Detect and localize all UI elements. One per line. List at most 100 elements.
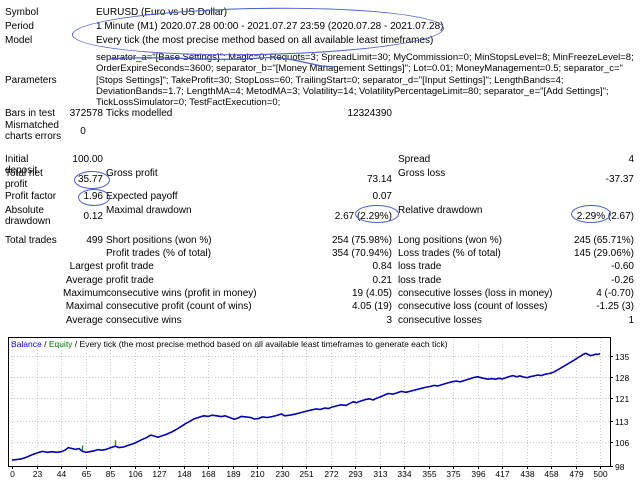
stat-label: Short positions (won %)	[106, 235, 212, 246]
stat-value: -37.37	[605, 173, 634, 185]
stat-label	[5, 275, 63, 286]
stat-label	[398, 120, 566, 142]
stat-label	[5, 315, 63, 326]
stat-label: profit trade	[106, 275, 154, 286]
chart-x-labels: 0 23 44 65 85 106 127 148 168 189 210 230 251 272 293 3…	[10, 469, 608, 479]
stat-value: Maximum	[63, 288, 107, 299]
stat-label	[106, 120, 272, 142]
svg-text:500: 500	[593, 469, 607, 479]
stat-label: Gross loss	[398, 168, 446, 179]
stat-label: consecutive losses (loss in money)	[398, 288, 553, 299]
stat-label: Ticks modelled	[106, 108, 173, 119]
stat-value: -0.26	[611, 275, 634, 286]
stat-value: -0.60	[611, 261, 634, 272]
stat-label: Relative drawdown	[398, 205, 483, 216]
svg-text:458: 458	[544, 469, 558, 479]
stat-value: 1.96	[83, 191, 103, 202]
svg-text:293: 293	[348, 469, 362, 479]
stat-row: Total net profit 35.77 Gross profit 73.14 Gr…	[0, 168, 640, 190]
stat-value: 0.84	[372, 261, 392, 272]
stat-value: Average	[65, 315, 103, 326]
stat-value: 245 (65.71%)	[573, 235, 634, 246]
svg-text:113: 113	[615, 417, 629, 427]
svg-text:168: 168	[201, 469, 215, 479]
svg-text:128: 128	[615, 373, 629, 383]
legend-balance-label: Balance	[11, 339, 42, 349]
stat-value: 2.29% (2.67)	[576, 210, 634, 222]
stat-value: 372578	[69, 108, 103, 119]
svg-text:98: 98	[615, 462, 625, 472]
chart-y-labels: 135 128 121 113 106 98	[615, 352, 629, 472]
stat-value: 0.21	[372, 275, 392, 286]
stat-value: 100.00	[72, 154, 103, 165]
parameters-scribble-annotation	[109, 57, 336, 68]
stat-row: Maximum consecutive wins (profit in money…	[0, 288, 640, 299]
stat-row: Maximal consecutive profit (count of wins…	[0, 301, 640, 312]
stat-value: Largest	[69, 261, 103, 272]
stat-value	[566, 191, 634, 202]
balance-chart: 0 23 44 65 85 106 127 148 168 189 210 230 251 272 293 3…	[8, 337, 629, 479]
stat-label: Maximal drawdown	[106, 205, 192, 216]
svg-text:479: 479	[569, 469, 583, 479]
stat-label: Gross profit	[106, 168, 158, 179]
stat-row: Largest profit trade 0.84 loss trade -0.60	[0, 261, 640, 272]
stat-value: 19 (4.05)	[351, 288, 392, 299]
svg-text:85: 85	[106, 469, 116, 479]
stat-value: 1	[628, 315, 634, 326]
svg-text:251: 251	[299, 469, 313, 479]
svg-text:272: 272	[324, 469, 338, 479]
stat-value: 0	[80, 125, 86, 137]
svg-text:65: 65	[82, 469, 92, 479]
stat-value: 4 (-0.70)	[596, 288, 634, 299]
stat-label: Bars in test	[5, 108, 56, 119]
stat-label: Expected payoff	[106, 191, 178, 202]
stat-label: Loss trades (% of total)	[398, 248, 501, 259]
stat-value: -1.25 (3)	[596, 301, 634, 312]
stat-label: consecutive profit (count of wins)	[106, 301, 252, 312]
stat-value: 35.77	[77, 173, 103, 185]
stat-value	[63, 248, 103, 259]
chart-tick-marks	[12, 356, 613, 469]
stat-value: 3	[386, 315, 392, 326]
stat-row: Average consecutive wins 3 consecutive loss…	[0, 315, 640, 326]
stat-label: Profit trades (% of total)	[106, 248, 212, 259]
chart-border	[8, 337, 611, 467]
svg-text:0: 0	[10, 469, 15, 479]
stat-value: 2.67 (2.29%)	[334, 210, 392, 222]
svg-text:210: 210	[250, 469, 264, 479]
svg-text:334: 334	[397, 469, 411, 479]
stat-row: Mismatched charts errors 0	[0, 120, 640, 142]
stat-value: 354 (70.94%)	[331, 248, 392, 259]
stat-label	[5, 261, 63, 272]
symbol-value: EURUSD (Euro vs US Dollar)	[96, 7, 228, 18]
svg-text:106: 106	[128, 469, 142, 479]
stat-label: Total trades	[5, 235, 57, 246]
stat-value: 145 (29.06%)	[573, 248, 634, 259]
stat-value: 4.05 (19)	[351, 301, 392, 312]
stat-value: 0.07	[372, 191, 392, 202]
stat-label	[398, 108, 566, 119]
model-value: Every tick (the most precise method base…	[96, 35, 434, 46]
stat-row: Absolute drawdown 0.12 Maximal drawdown 2.6…	[0, 205, 640, 227]
stat-value: 12324390	[347, 108, 393, 119]
stat-label: Total net profit	[5, 168, 43, 190]
stat-row: Average profit trade 0.21 loss trade -0.26	[0, 275, 640, 286]
svg-text:189: 189	[226, 469, 240, 479]
stat-label: consecutive wins	[106, 315, 182, 326]
stat-label: Profit factor	[5, 191, 57, 202]
stat-value	[566, 108, 634, 119]
svg-text:313: 313	[373, 469, 387, 479]
svg-text:396: 396	[471, 469, 485, 479]
legend-text: /	[41, 339, 49, 349]
stat-value: 254 (75.98%)	[331, 235, 392, 246]
svg-text:106: 106	[615, 438, 629, 448]
svg-text:438: 438	[520, 469, 534, 479]
stat-row: Profit factor 1.96 Expected payoff 0.07	[0, 191, 640, 202]
period-value: 1 Minute (M1) 2020.07.28 00:00 - 2021.07…	[96, 21, 444, 32]
stat-value: 73.14	[366, 173, 392, 185]
stat-value: Maximal	[65, 301, 103, 312]
stat-label: loss trade	[398, 275, 442, 286]
svg-text:417: 417	[495, 469, 509, 479]
parameters-value: separator_a="[Base Settings]"; Magic=0; …	[96, 52, 634, 109]
